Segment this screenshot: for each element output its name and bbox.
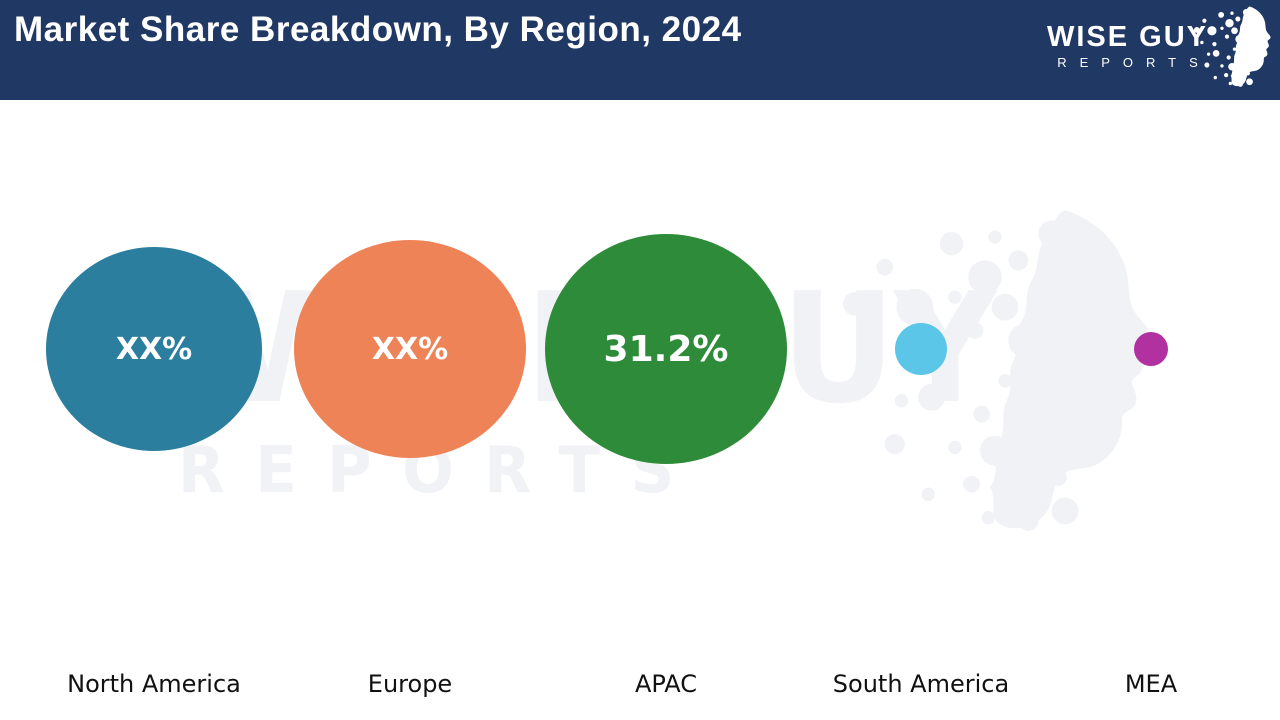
bubble-europe: XX% — [294, 240, 526, 458]
bubble-value-label: 31.2% — [603, 328, 729, 370]
page-title: Market Share Breakdown, By Region, 2024 — [14, 10, 742, 49]
brand-logo-text: WISE GUY REPORTS — [1046, 21, 1211, 71]
logo-head-icon — [1193, 6, 1271, 87]
category-label-south-america: South America — [832, 670, 1010, 698]
logo-subtext: REPORTS — [1057, 55, 1211, 71]
chart-area: WISE GUY REPORTS XX% XX% 31.2% North Ame… — [0, 100, 1280, 720]
category-label-north-america: North America — [67, 670, 241, 698]
category-label-apac: APAC — [634, 670, 698, 698]
header-bar: Market Share Breakdown, By Region, 2024 … — [0, 0, 1280, 100]
bubble-north-america: XX% — [46, 247, 262, 451]
bubble-value-label: XX% — [115, 331, 193, 367]
category-label-europe: Europe — [367, 670, 453, 698]
category-label-mea: MEA — [1124, 670, 1178, 698]
watermark-head-icon — [843, 210, 1149, 531]
bubble-mea — [1134, 332, 1168, 366]
logo-wordmark: WISE GUY — [1046, 21, 1208, 53]
bubble-apac: 31.2% — [545, 234, 787, 464]
bubble-value-label: XX% — [371, 331, 449, 367]
bubble-south-america — [895, 323, 947, 375]
brand-logo: WISE GUY REPORTS — [1047, 4, 1274, 96]
